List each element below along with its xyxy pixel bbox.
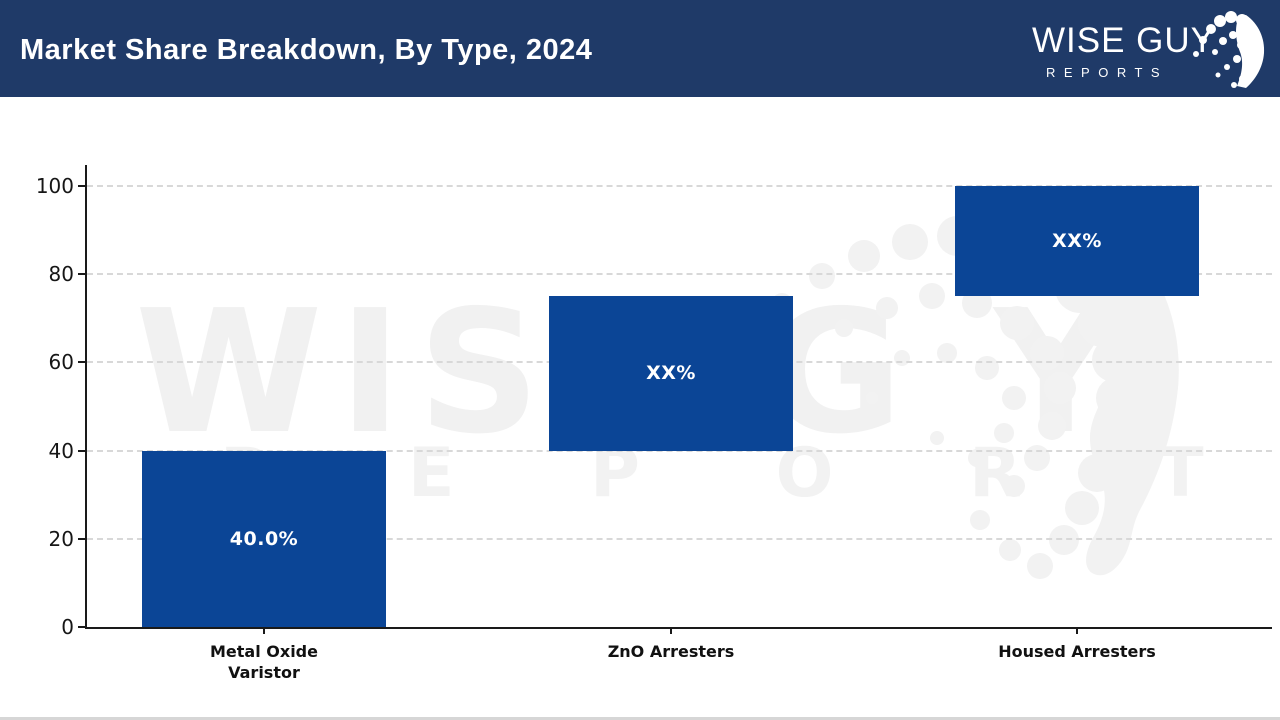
y-tick: [78, 185, 85, 187]
logo-face-icon: [1193, 11, 1265, 88]
bar-value-label: 40.0%: [229, 527, 299, 550]
bar-value-label: XX%: [646, 362, 696, 385]
y-gridline: [87, 537, 1272, 540]
bar-housed-arresters: XX%: [955, 186, 1199, 297]
x-tick: [1076, 627, 1078, 634]
y-tick: [78, 626, 85, 628]
x-category-label: Metal Oxide Varistor: [210, 642, 318, 682]
y-tick: [78, 449, 85, 452]
footer-border-line: [0, 717, 1280, 720]
y-axis-line: [85, 165, 87, 629]
y-tick-label: 60: [48, 350, 74, 375]
page-title: Market Share Breakdown, By Type, 2024: [20, 34, 593, 66]
x-tick: [670, 627, 672, 634]
y-tick-label: 0: [61, 615, 74, 639]
logo-text: WISE GUY: [1032, 21, 1216, 60]
x-axis-line: [85, 627, 1272, 629]
x-category-label: Housed Arresters: [998, 642, 1156, 661]
logo-subtext: REPORTS: [1046, 65, 1169, 80]
bar-value-label: XX%: [1052, 230, 1102, 253]
y-gridline: [87, 185, 1272, 187]
x-category-label: ZnO Arresters: [607, 642, 735, 661]
x-tick: [263, 627, 265, 634]
y-tick-label: 80: [48, 262, 74, 287]
y-tick-label: 40: [48, 438, 74, 463]
y-tick: [78, 361, 85, 364]
y-tick: [78, 537, 85, 540]
bar-zno-arresters: XX%: [549, 296, 793, 451]
y-tick-label: 100: [35, 174, 74, 198]
wiseguy-logo: WISE GUY REPORTS: [1016, 5, 1268, 93]
y-tick-label: 20: [48, 526, 74, 551]
y-gridline: [87, 273, 1272, 276]
bar-metal-oxide-varistor: 40.0%: [142, 450, 386, 627]
y-gridline: [87, 449, 1272, 452]
y-tick: [78, 273, 85, 276]
header-bar: Market Share Breakdown, By Type, 2024 WI…: [0, 0, 1280, 97]
